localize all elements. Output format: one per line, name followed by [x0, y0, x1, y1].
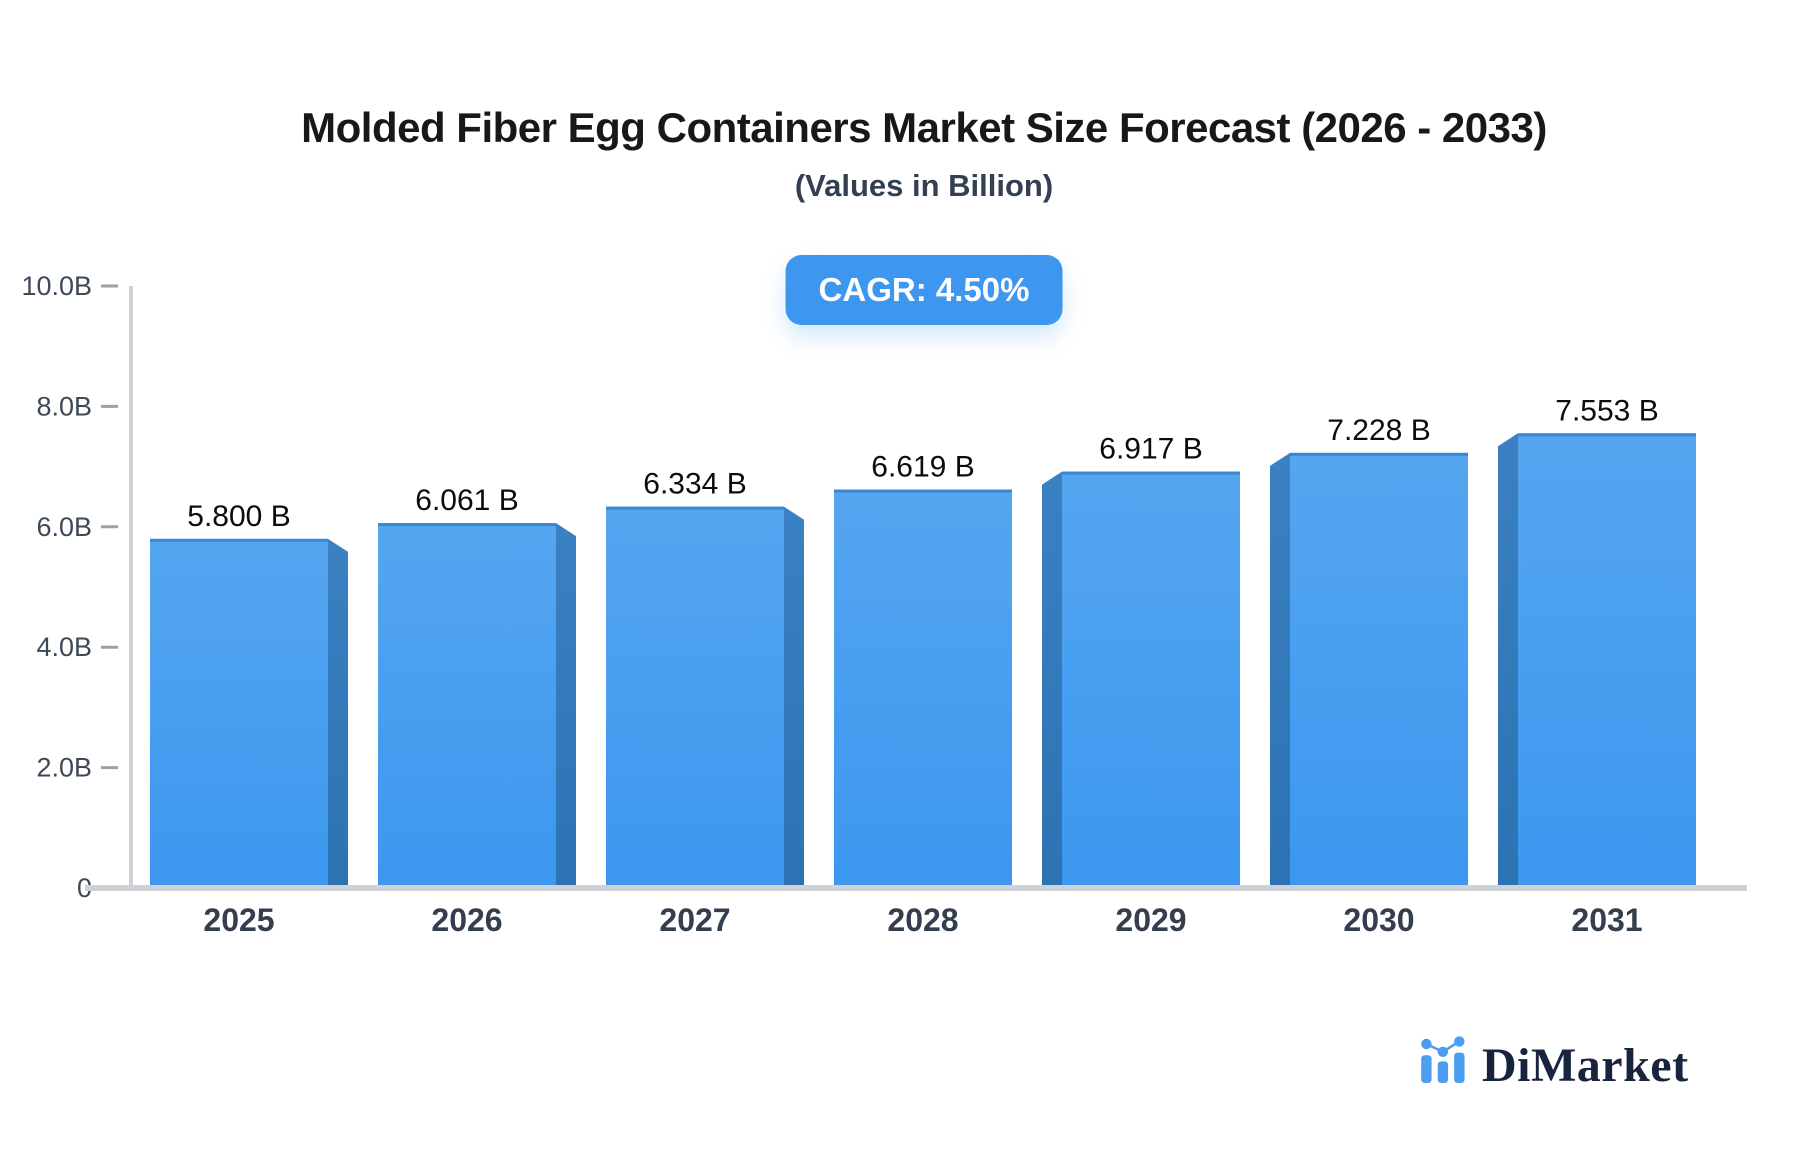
- bar-2025: [150, 538, 328, 888]
- bar-top-edge-2025: [150, 538, 328, 542]
- x-axis-label: 2029: [1115, 902, 1186, 938]
- x-axis-label: 2027: [659, 902, 730, 938]
- bar-side-2030: [1270, 452, 1290, 888]
- bar-side-2031: [1498, 433, 1518, 888]
- cagr-badge-label: CAGR: 4.50%: [818, 271, 1030, 308]
- x-axis-label: 2031: [1571, 902, 1642, 938]
- bar-value-label: 7.228 B: [1327, 414, 1430, 447]
- y-tick-label: 8.0B: [36, 391, 92, 421]
- y-tick-label: 2.0B: [36, 753, 92, 783]
- x-axis-baseline: [85, 885, 1747, 891]
- x-axis-label: 2028: [887, 902, 958, 938]
- bar-side-2027: [784, 506, 804, 888]
- y-tick-label: 0: [77, 873, 92, 903]
- bar-top-edge-2030: [1290, 452, 1468, 456]
- bar-value-label: 7.553 B: [1555, 394, 1658, 427]
- cagr-badge: CAGR: 4.50%: [785, 255, 1063, 325]
- bar-2026: [378, 523, 556, 888]
- bar-top-edge-2031: [1518, 433, 1696, 437]
- bar-value-label: 6.619 B: [871, 451, 974, 484]
- chart-title: Molded Fiber Egg Containers Market Size …: [301, 104, 1547, 151]
- bar-value-label: 5.800 B: [187, 500, 290, 533]
- x-axis-label: 2030: [1343, 902, 1414, 938]
- chart-subtitle: (Values in Billion): [794, 168, 1054, 203]
- bar-2029: [1062, 471, 1240, 888]
- bar-side-2025: [328, 538, 348, 888]
- bar-2027: [606, 506, 784, 888]
- x-axis-label: 2026: [431, 902, 502, 938]
- y-axis-line: [129, 286, 133, 891]
- y-tick-label: 6.0B: [36, 512, 92, 542]
- bar-value-label: 6.061 B: [415, 484, 518, 517]
- bar-side-2026: [556, 523, 576, 888]
- dimarket-logo-icon: [1421, 1036, 1465, 1083]
- bar-value-label: 6.334 B: [643, 468, 746, 501]
- bar-top-edge-2026: [378, 523, 556, 527]
- bar-2028: [834, 489, 1012, 888]
- bar-top-edge-2028: [834, 489, 1012, 493]
- bar-value-label: 6.917 B: [1099, 433, 1202, 466]
- y-tick-label: 4.0B: [36, 632, 92, 662]
- y-tick-label: 10.0B: [21, 271, 92, 301]
- bar-top-edge-2029: [1062, 471, 1240, 475]
- bar-2031: [1518, 433, 1696, 888]
- bar-2030: [1290, 452, 1468, 888]
- bar-top-edge-2027: [606, 506, 784, 510]
- dimarket-logo-text: DiMarket: [1482, 1039, 1689, 1092]
- dimarket-logo: DiMarket: [1416, 1028, 1689, 1090]
- bar-side-2029: [1042, 471, 1062, 888]
- x-axis-label: 2025: [203, 902, 274, 938]
